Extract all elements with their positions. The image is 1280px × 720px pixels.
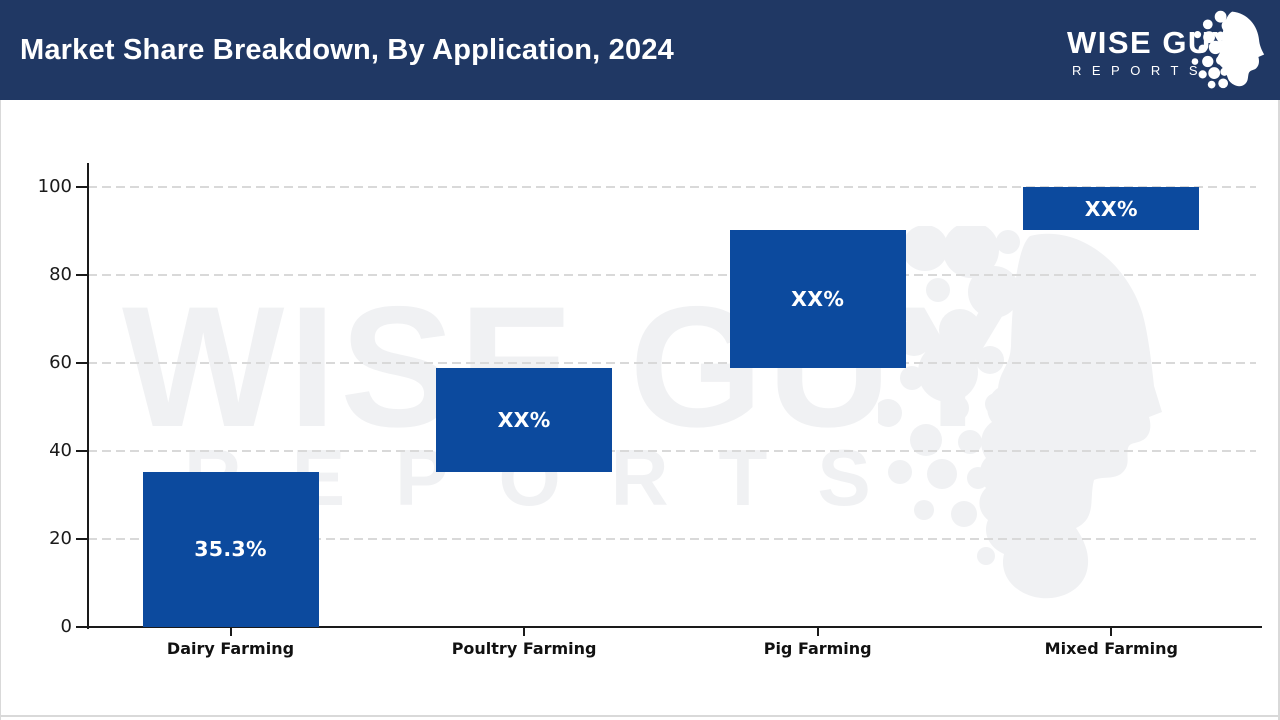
- bar-poultry-farming: XX%: [436, 368, 613, 472]
- bar-pig-farming: XX%: [729, 230, 906, 369]
- y-tick-60: [76, 362, 87, 364]
- x-tick-label-1: Poultry Farming: [451, 639, 597, 658]
- dotted-head-icon: [1188, 9, 1266, 95]
- gridline-20: [88, 538, 1256, 540]
- logo-text: WISE GUY REPORTS: [1066, 25, 1234, 78]
- y-tick-20: [76, 538, 87, 540]
- x-tick-label-2: Pig Farming: [763, 639, 872, 658]
- logo-wordmark: WISE GUY: [1066, 25, 1234, 61]
- gridline-60: [88, 362, 1256, 364]
- x-tick-label-3: Mixed Farming: [1044, 639, 1178, 658]
- header-band: Market Share Breakdown, By Application, …: [0, 0, 1280, 100]
- frame-border-left: [0, 100, 1, 720]
- x-tick-label-0: Dairy Farming: [166, 639, 295, 658]
- y-tick-label-60: 60: [49, 352, 72, 373]
- gridline-40: [88, 450, 1256, 452]
- x-tick-3: [1110, 628, 1113, 636]
- chart-title: Market Share Breakdown, By Application, …: [20, 33, 674, 66]
- y-axis-line: [86, 163, 89, 629]
- frame-border-right: [1278, 100, 1280, 720]
- bar-dairy-farming: 35.3%: [142, 471, 319, 627]
- y-tick-label-0: 0: [60, 616, 72, 637]
- bar-mixed-farming: XX%: [1023, 187, 1200, 231]
- y-tick-100: [76, 186, 87, 188]
- y-tick-0: [76, 626, 87, 628]
- logo-subtitle: REPORTS: [1071, 62, 1209, 78]
- y-tick-40: [76, 450, 87, 452]
- bar-value-label: XX%: [791, 287, 845, 312]
- x-tick-1: [523, 628, 526, 636]
- wise-guy-logo: WISE GUY REPORTS: [1067, 9, 1266, 95]
- y-tick-80: [76, 274, 87, 276]
- gridline-100: [88, 186, 1256, 188]
- bar-value-label: XX%: [1084, 196, 1138, 221]
- y-tick-label-40: 40: [49, 440, 72, 461]
- bar-value-label: XX%: [497, 407, 551, 432]
- bar-value-label: 35.3%: [194, 537, 267, 562]
- y-tick-label-20: 20: [49, 528, 72, 549]
- y-tick-label-80: 80: [49, 264, 72, 285]
- x-tick-2: [816, 628, 819, 636]
- x-axis-line: [86, 625, 1262, 628]
- frame-border-bottom: [0, 715, 1280, 717]
- x-tick-0: [229, 628, 232, 636]
- y-tick-label-100: 100: [37, 176, 72, 197]
- watermark-head-icon: [874, 222, 1178, 634]
- gridline-80: [88, 274, 1256, 276]
